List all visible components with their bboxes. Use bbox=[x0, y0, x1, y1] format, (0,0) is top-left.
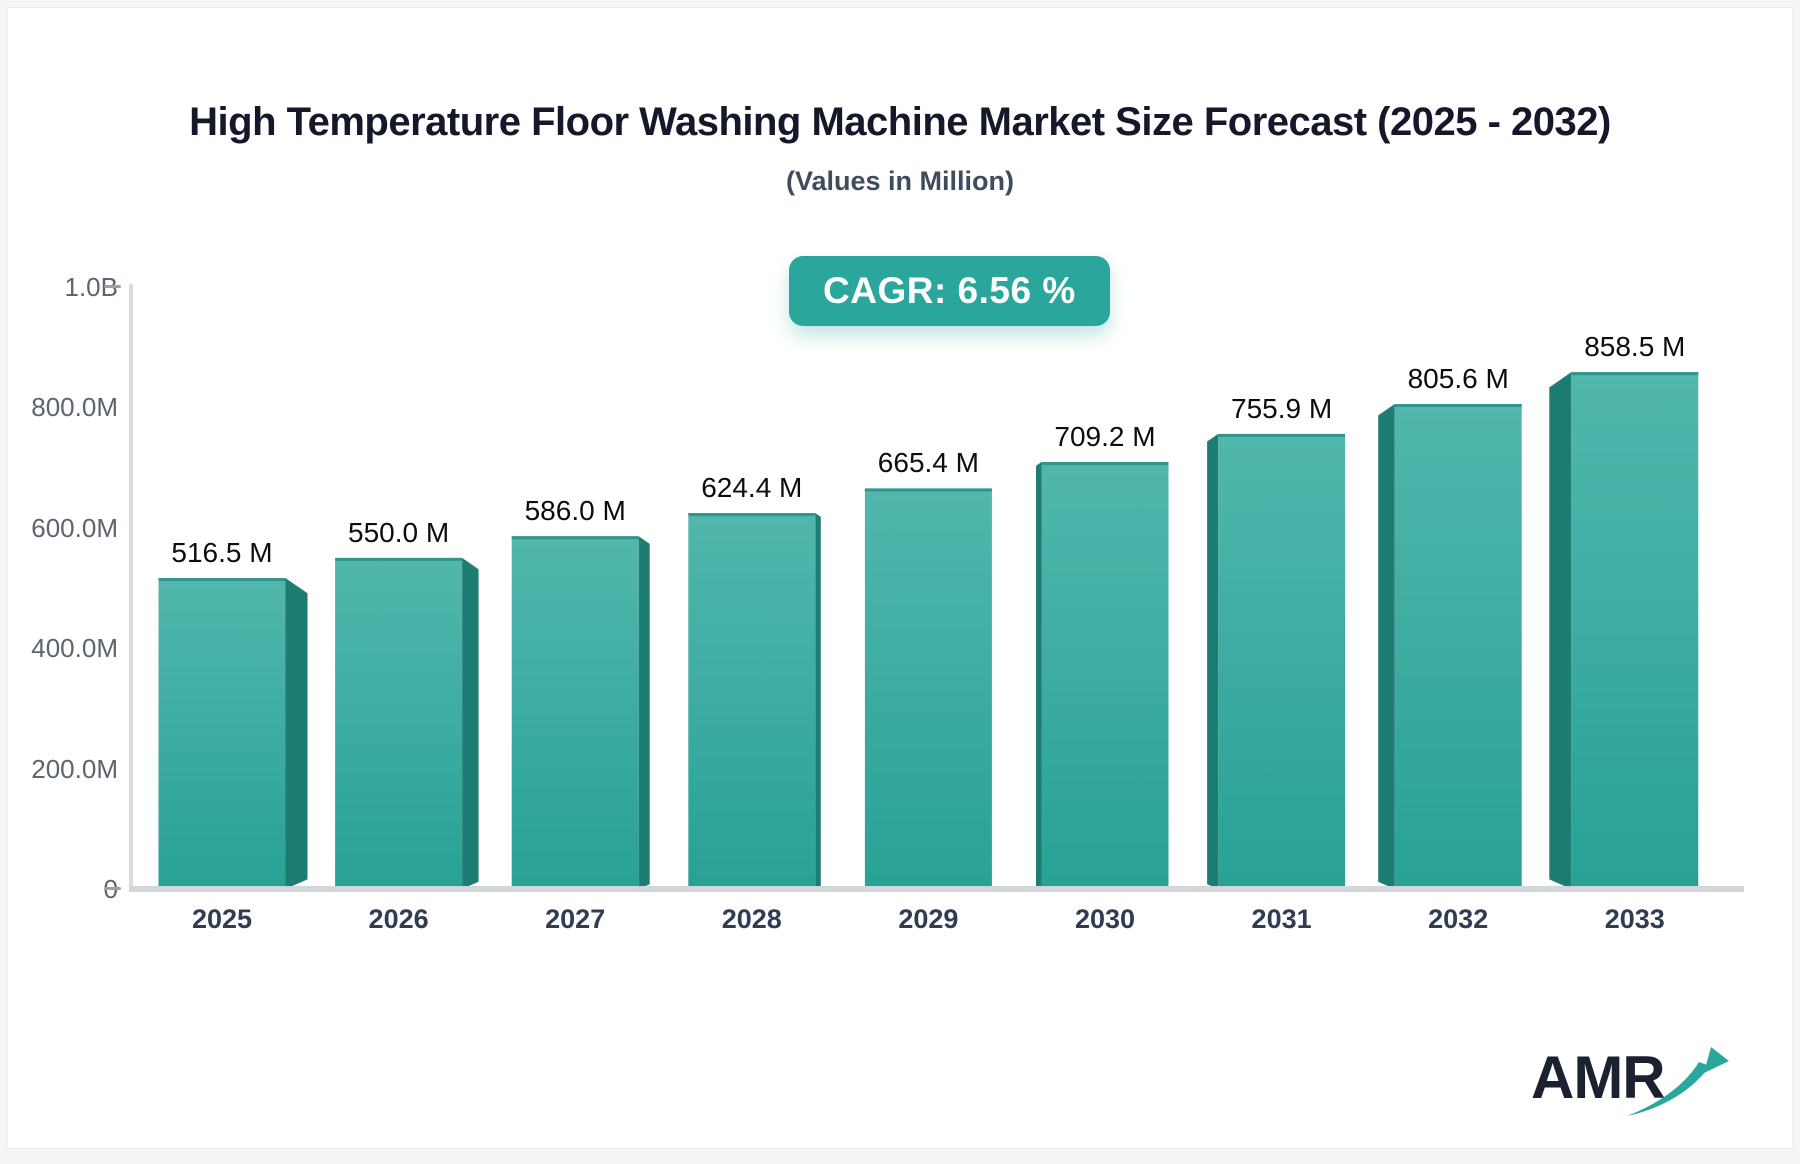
bar-value-label-2029: 665.4 M bbox=[877, 447, 979, 479]
bar-top-edge-2032 bbox=[1394, 404, 1522, 408]
bar-value-label-2032: 805.6 M bbox=[1407, 363, 1509, 395]
x-tick-label-2033: 2033 bbox=[1604, 904, 1665, 934]
y-tick-dash-1.0B bbox=[104, 285, 121, 288]
bar-side-2030 bbox=[1036, 462, 1042, 889]
x-tick-label-2028: 2028 bbox=[721, 904, 782, 934]
cagr-badge: CAGR: 6.56 % bbox=[789, 256, 1110, 326]
bar-side-2033 bbox=[1549, 372, 1572, 890]
bar-side-2028 bbox=[815, 513, 821, 889]
bar-2030 bbox=[1041, 462, 1169, 889]
x-tick-label-2026: 2026 bbox=[368, 904, 429, 934]
y-tick-label-1.0B: 1.0B bbox=[64, 272, 119, 302]
bar-value-label-2025: 516.5 M bbox=[171, 537, 273, 569]
bar-2026 bbox=[335, 557, 463, 889]
bar-top-edge-2028 bbox=[688, 513, 816, 517]
y-tick-label-0: 0 bbox=[8, 874, 118, 904]
bar-top-edge-2025 bbox=[158, 578, 286, 582]
bar-value-label-2028: 624.4 M bbox=[701, 472, 803, 504]
bar-value-label-2031: 755.9 M bbox=[1231, 392, 1333, 424]
y-axis-line bbox=[129, 284, 133, 886]
x-tick-label-2029: 2029 bbox=[898, 904, 959, 934]
bar-2025 bbox=[158, 578, 286, 889]
chart-subtitle: (Values in Million) bbox=[785, 166, 1015, 196]
x-tick-label-2027: 2027 bbox=[545, 904, 606, 934]
bar-value-label-2030: 709.2 M bbox=[1054, 421, 1156, 453]
bar-top-edge-2030 bbox=[1041, 462, 1169, 466]
x-tick-label-2032: 2032 bbox=[1428, 904, 1489, 934]
bar-2031 bbox=[1218, 433, 1346, 889]
bar-side-2027 bbox=[638, 536, 650, 889]
bar-value-label-2027: 586.0 M bbox=[524, 495, 626, 527]
bar-side-2032 bbox=[1378, 404, 1395, 889]
bar-top-edge-2026 bbox=[335, 557, 463, 561]
chart-title: High Temperature Floor Washing Machine M… bbox=[189, 100, 1611, 144]
x-axis-baseline bbox=[129, 886, 1744, 892]
y-tick-label-200.0M: 200.0M bbox=[31, 753, 118, 784]
bar-side-2031 bbox=[1207, 433, 1219, 889]
y-tick-label-600.0M: 600.0M bbox=[31, 512, 118, 543]
bar-2029 bbox=[864, 488, 992, 889]
x-tick-label-2030: 2030 bbox=[1074, 904, 1136, 934]
bar-value-label-2026: 550.0 M bbox=[348, 516, 450, 548]
bar-side-2025 bbox=[285, 578, 308, 889]
y-tick-label-400.0M: 400.0M bbox=[31, 633, 118, 664]
x-tick-label-2031: 2031 bbox=[1251, 904, 1312, 934]
cagr-label: CAGR: 6.56 % bbox=[823, 270, 1076, 311]
page-card: High Temperature Floor Washing Machine M… bbox=[7, 7, 1793, 1149]
bar-2028 bbox=[688, 513, 816, 889]
x-tick-label-2025: 2025 bbox=[191, 904, 253, 934]
logo-text: AMR bbox=[1531, 1044, 1666, 1111]
bar-value-label-2033: 858.5 M bbox=[1584, 331, 1686, 363]
bar-2032 bbox=[1394, 404, 1522, 889]
bar-side-2026 bbox=[462, 557, 479, 889]
y-tick-dash-0 bbox=[104, 887, 121, 890]
bar-top-edge-2033 bbox=[1571, 372, 1699, 376]
bar-top-edge-2031 bbox=[1218, 433, 1346, 437]
bars-canvas bbox=[158, 372, 1699, 890]
bar-top-edge-2029 bbox=[864, 488, 992, 492]
amr-logo: AMR bbox=[1531, 1043, 1731, 1123]
bar-2033 bbox=[1571, 372, 1699, 890]
bar-2027 bbox=[511, 536, 639, 889]
y-tick-label-800.0M: 800.0M bbox=[31, 392, 118, 423]
bar-top-edge-2027 bbox=[511, 536, 639, 540]
growth-arrow-icon bbox=[1627, 1047, 1729, 1116]
